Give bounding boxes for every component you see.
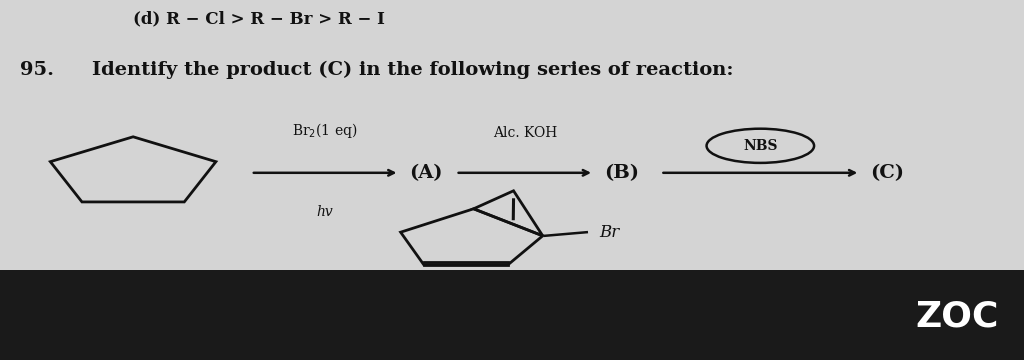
Text: ZOC: ZOC [915, 300, 999, 334]
Text: (C): (C) [870, 164, 904, 182]
Text: Alc. KOH: Alc. KOH [493, 126, 557, 140]
Text: hv: hv [316, 205, 334, 219]
Text: NBS: NBS [743, 139, 777, 153]
Bar [0, 270, 1024, 360]
Text: Br$_2$(1 eq): Br$_2$(1 eq) [292, 121, 358, 140]
Text: (B): (B) [604, 164, 639, 182]
Text: Identify the product (C) in the following series of reaction:: Identify the product (C) in the followin… [92, 61, 733, 80]
Text: (d) R − Cl > R − Br > R − I: (d) R − Cl > R − Br > R − I [133, 11, 385, 28]
Text: Br: Br [599, 224, 620, 241]
Ellipse shape [707, 129, 814, 163]
Text: (A): (A) [410, 164, 443, 182]
Text: 95.: 95. [20, 61, 54, 79]
